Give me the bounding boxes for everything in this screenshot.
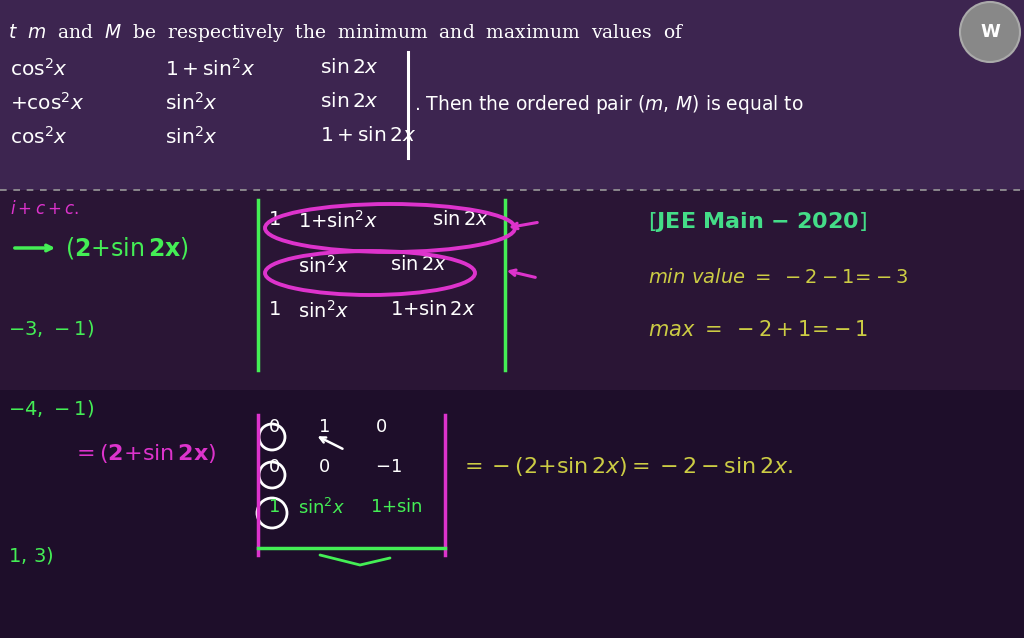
Text: $-4,\,-1)$: $-4,\,-1)$ (8, 398, 94, 419)
Text: $0$: $0$ (318, 458, 330, 476)
Text: $=(\mathbf{2}{+}\sin\mathbf{2x})$: $=(\mathbf{2}{+}\sin\mathbf{2x})$ (72, 442, 216, 465)
Text: $1$: $1$ (268, 300, 281, 319)
Text: $\sin 2x$: $\sin 2x$ (390, 255, 447, 274)
Text: $i+c+c.$: $i+c+c.$ (10, 200, 79, 218)
Text: $1$: $1$ (268, 498, 280, 516)
Text: $1{+}\sin 2x$: $1{+}\sin 2x$ (390, 300, 476, 319)
Text: $-1$: $-1$ (375, 458, 401, 476)
Text: $(\mathbf{2}{+}\sin\mathbf{2x})$: $(\mathbf{2}{+}\sin\mathbf{2x})$ (65, 235, 188, 261)
Text: $\cos^2\!x$: $\cos^2\!x$ (10, 126, 68, 148)
Text: W: W (980, 23, 1000, 41)
Text: $0$: $0$ (268, 458, 281, 476)
Text: $min\ value\ =\ -2-1\!=\!-3$: $min\ value\ =\ -2-1\!=\!-3$ (648, 268, 908, 287)
Text: $\sin^2\!x$: $\sin^2\!x$ (298, 300, 349, 322)
Text: $0$: $0$ (268, 418, 281, 436)
Text: $\sin 2x$: $\sin 2x$ (319, 58, 379, 77)
Text: $1{+}\sin^2\!x$: $1{+}\sin^2\!x$ (298, 210, 378, 232)
Text: $-3,\,-1)$: $-3,\,-1)$ (8, 318, 94, 339)
Bar (0, 190, 1024, 638)
Text: $1+\sin^2\!x$: $1+\sin^2\!x$ (165, 58, 255, 80)
Text: $\sin^2\!x$: $\sin^2\!x$ (298, 498, 345, 518)
Text: $max\  =\  -2+1\!=\!-1$: $max\ =\ -2+1\!=\!-1$ (648, 320, 868, 340)
Text: $1{+}\sin$: $1{+}\sin$ (370, 498, 423, 516)
Circle shape (961, 2, 1020, 62)
Bar (0, 390, 1024, 638)
Text: $[\mathbf{JEE\ Main}\ \mathbf{-}\ \mathbf{2020}]$: $[\mathbf{JEE\ Main}\ \mathbf{-}\ \mathb… (648, 210, 867, 234)
Text: $\sin^2\!x$: $\sin^2\!x$ (165, 126, 218, 148)
Text: $1,\,3)$: $1,\,3)$ (8, 545, 54, 566)
Text: $+\cos^2\!x$: $+\cos^2\!x$ (10, 92, 85, 114)
Text: $=-(2{+}\sin 2x)=-2-\sin 2x.$: $=-(2{+}\sin 2x)=-2-\sin 2x.$ (460, 455, 794, 478)
Text: . Then the ordered pair $(m,\,M)$ is equal to: . Then the ordered pair $(m,\,M)$ is equ… (414, 94, 804, 117)
Text: $1$: $1$ (268, 210, 281, 229)
Text: $\sin^2\!x$: $\sin^2\!x$ (165, 92, 218, 114)
Text: $\sin^2\!x$: $\sin^2\!x$ (298, 255, 349, 277)
Text: $1$: $1$ (318, 418, 330, 436)
Text: $\sin 2x$: $\sin 2x$ (432, 210, 489, 229)
Text: $0$: $0$ (375, 418, 387, 436)
Text: $1+\sin 2x$: $1+\sin 2x$ (319, 126, 417, 145)
Text: $t$  $m$  and  $M$  be  respectively  the  minimum  and  maximum  values  of: $t$ $m$ and $M$ be respectively the mini… (8, 22, 685, 44)
Text: $\sin 2x$: $\sin 2x$ (319, 92, 379, 111)
Text: $\cos^2\!x$: $\cos^2\!x$ (10, 58, 68, 80)
